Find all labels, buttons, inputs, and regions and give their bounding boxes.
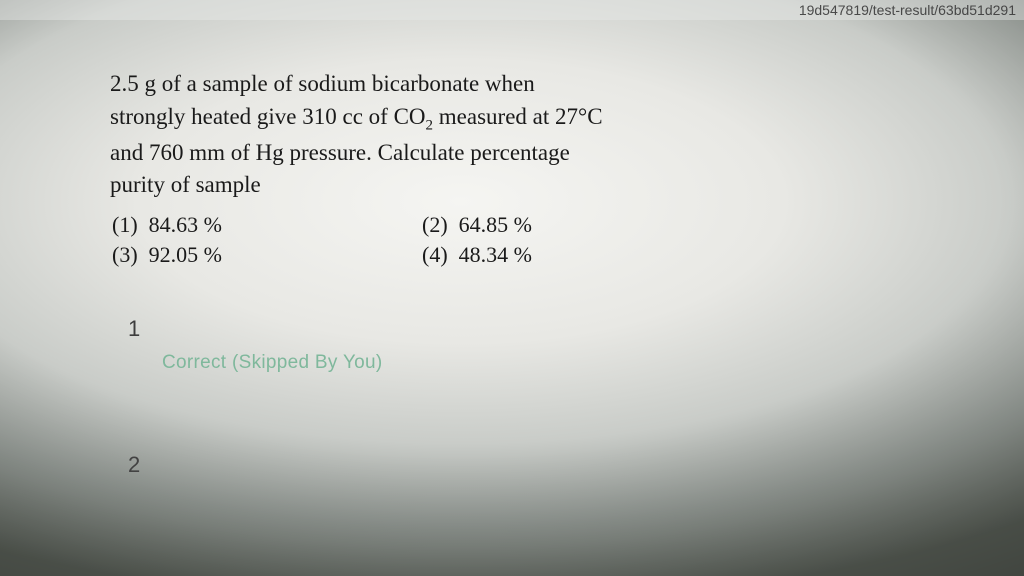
correct-answer-number: 1 xyxy=(128,316,904,342)
option-value: 92.05 % xyxy=(149,242,222,267)
option-value: 48.34 % xyxy=(459,242,532,267)
stem-line-3: and 760 mm of Hg pressure. Calculate per… xyxy=(110,140,570,165)
next-question-number: 2 xyxy=(128,452,904,478)
option-number: (3) xyxy=(112,242,138,267)
answer-block: 1 Correct (Skipped By You) xyxy=(128,316,904,374)
url-fragment: 19d547819/test-result/63bd51d291 xyxy=(0,0,1024,20)
page-content: 2.5 g of a sample of sodium bicarbonate … xyxy=(0,20,1024,576)
option-value: 84.63 % xyxy=(149,212,222,237)
option-number: (1) xyxy=(112,212,138,237)
option-2[interactable]: (2) 64.85 % xyxy=(422,212,672,238)
stem-line-4: purity of sample xyxy=(110,172,261,197)
stem-line-2-sub: 2 xyxy=(426,117,434,133)
stem-line-1: 2.5 g of a sample of sodium bicarbonate … xyxy=(110,71,535,96)
question-stem: 2.5 g of a sample of sodium bicarbonate … xyxy=(110,68,750,202)
option-1[interactable]: (1) 84.63 % xyxy=(112,212,362,238)
option-4[interactable]: (4) 48.34 % xyxy=(422,242,672,268)
options-grid: (1) 84.63 % (2) 64.85 % (3) 92.05 % (4) … xyxy=(112,212,672,268)
option-number: (2) xyxy=(422,212,448,237)
option-3[interactable]: (3) 92.05 % xyxy=(112,242,362,268)
option-value: 64.85 % xyxy=(459,212,532,237)
stem-line-2-post: measured at 27°C xyxy=(433,104,603,129)
stem-line-2-pre: strongly heated give 310 cc of CO xyxy=(110,104,426,129)
answer-status: Correct (Skipped By You) xyxy=(162,352,904,374)
option-number: (4) xyxy=(422,242,448,267)
